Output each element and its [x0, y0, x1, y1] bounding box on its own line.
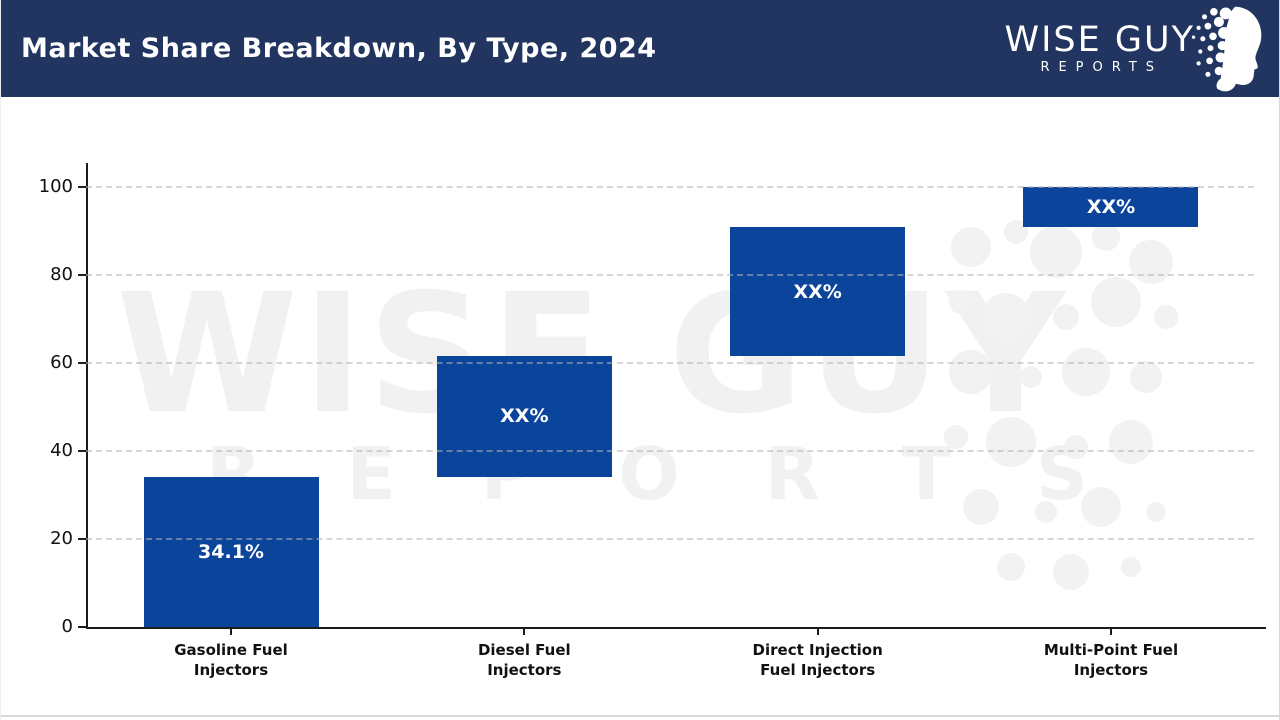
x-axis-tick — [523, 627, 526, 635]
x-category-label: Direct Injection Fuel Injectors — [752, 641, 883, 679]
bar-value-label: XX% — [1086, 196, 1136, 219]
x-axis-tick — [816, 627, 819, 635]
bottom-border — [1, 715, 1279, 717]
wiseguy-head-icon — [1191, 6, 1262, 91]
x-axis-line — [86, 627, 1266, 629]
x-category-label: Gasoline Fuel Injectors — [174, 641, 288, 679]
bar-multi-point-fuel-injectors — [1023, 187, 1199, 228]
bar-value-label: XX% — [793, 280, 842, 303]
y-axis-tick-label: 100 — [38, 176, 73, 197]
y-axis-tick — [78, 186, 86, 188]
y-gridline — [86, 186, 1254, 188]
brand-logo: WISE GUY REPORTS — [1004, 5, 1279, 93]
y-axis-tick-label: 80 — [50, 264, 73, 285]
x-axis-tick — [230, 627, 232, 635]
y-gridline — [86, 538, 1254, 540]
brand-name: WISE GUY — [1004, 20, 1195, 60]
y-axis-tick-label: 20 — [50, 528, 73, 549]
y-gridline — [86, 274, 1254, 276]
y-axis-tick-label: 0 — [61, 616, 73, 637]
bar-direct-injection-fuel-injectors — [730, 227, 906, 356]
watermark-head-dots — [944, 220, 1178, 590]
chart-canvas: WISE GUY REPORTS 0 20 40 60 80 100 34.1% Gasoli… — [1, 97, 1279, 717]
x-axis-tick — [1109, 627, 1112, 635]
y-gridline — [86, 450, 1254, 452]
y-axis-tick — [78, 274, 86, 276]
y-axis-tick — [78, 362, 86, 364]
bar-gasoline-fuel-injectors — [143, 476, 319, 627]
bar-value-label: XX% — [500, 405, 549, 428]
bar-value-label: 34.1% — [198, 540, 264, 563]
page-title: Market Share Breakdown, By Type, 2024 — [21, 33, 657, 64]
y-axis-tick — [78, 626, 86, 628]
x-category-label: Multi-Point Fuel Injectors — [1043, 641, 1179, 679]
header-banner: Market Share Breakdown, By Type, 2024 WI… — [1, 0, 1279, 97]
x-category-label: Diesel Fuel Injectors — [477, 641, 571, 679]
y-axis-tick — [78, 538, 86, 540]
brand-logo-text: WISE GUY REPORTS — [1004, 20, 1195, 75]
bar-diesel-fuel-injectors — [436, 355, 612, 477]
y-axis-tick-label: 60 — [50, 352, 73, 373]
y-axis-tick-label: 40 — [50, 440, 73, 461]
y-gridline — [86, 362, 1254, 364]
y-axis-tick — [78, 450, 86, 452]
y-axis-line — [86, 163, 88, 629]
brand-subtitle: REPORTS — [1040, 60, 1164, 75]
